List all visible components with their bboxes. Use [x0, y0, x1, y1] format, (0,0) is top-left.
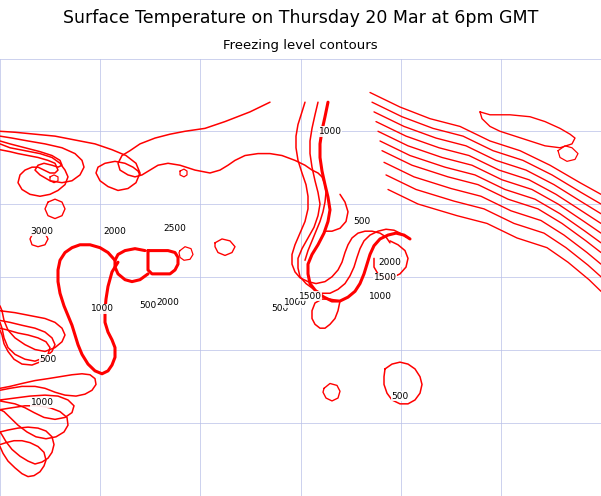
Text: Surface Temperature on Thursday 20 Mar at 6pm GMT: Surface Temperature on Thursday 20 Mar a… — [63, 8, 538, 27]
Text: Freezing level contours: Freezing level contours — [223, 39, 378, 52]
Text: 1000: 1000 — [368, 292, 391, 301]
Text: 2500: 2500 — [163, 224, 186, 233]
Text: 500: 500 — [272, 304, 288, 313]
Text: 2000: 2000 — [157, 299, 180, 308]
Text: 2000: 2000 — [103, 227, 126, 236]
Text: 1000: 1000 — [284, 299, 307, 308]
Text: 1500: 1500 — [373, 273, 397, 282]
Text: 500: 500 — [139, 302, 157, 310]
Text: 500: 500 — [40, 355, 56, 364]
Text: 1000: 1000 — [31, 398, 53, 407]
Text: 1000: 1000 — [319, 127, 341, 136]
Text: 1000: 1000 — [91, 304, 114, 313]
Text: 500: 500 — [391, 391, 409, 401]
Text: 3000: 3000 — [31, 227, 53, 236]
Text: 500: 500 — [353, 217, 371, 226]
Text: 1500: 1500 — [299, 292, 322, 301]
Text: 2000: 2000 — [379, 258, 401, 267]
